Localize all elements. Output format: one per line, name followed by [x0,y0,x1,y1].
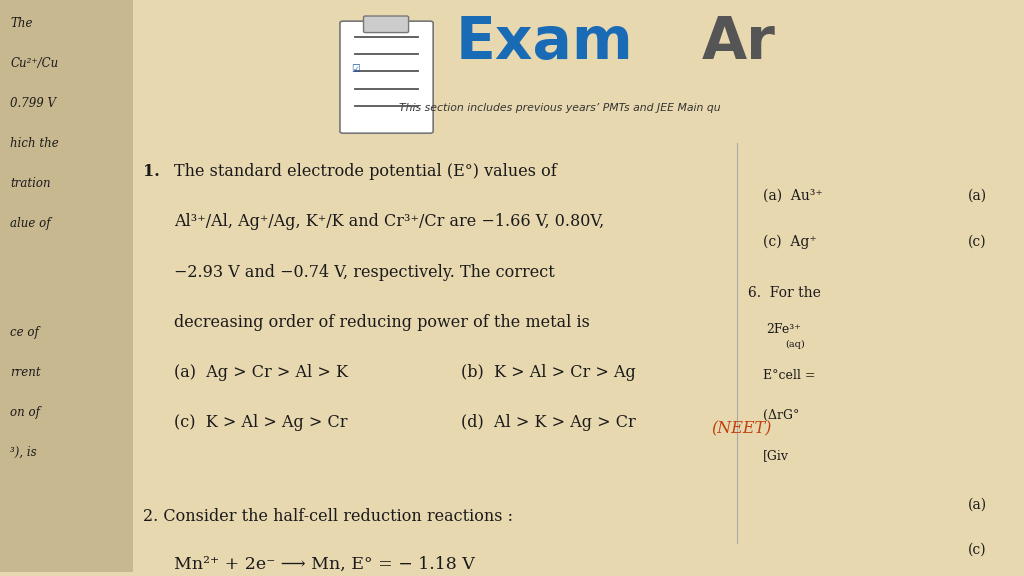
Text: (a): (a) [968,497,987,511]
Text: (c)  Ag⁺: (c) Ag⁺ [763,234,816,249]
Text: 1.: 1. [143,163,160,180]
Text: on of: on of [10,406,40,419]
Text: (a)  Au³⁺: (a) Au³⁺ [763,189,822,203]
Text: tration: tration [10,177,51,190]
Text: ce of: ce of [10,326,39,339]
Text: (d)  Al > K > Ag > Cr: (d) Al > K > Ag > Cr [461,415,636,431]
Text: (c): (c) [968,234,986,248]
Text: (NEET): (NEET) [712,420,772,437]
Text: This section includes previous years’ PMTs and JEE Main qu: This section includes previous years’ PM… [399,103,721,113]
FancyBboxPatch shape [340,21,433,133]
Text: decreasing order of reducing power of the metal is: decreasing order of reducing power of th… [174,314,590,331]
FancyBboxPatch shape [364,16,409,33]
Text: rrent: rrent [10,366,41,379]
Text: (c): (c) [968,543,986,557]
Text: 2. Consider the half-cell reduction reactions :: 2. Consider the half-cell reduction reac… [143,507,513,525]
Text: The: The [10,17,33,30]
Bar [0,0,133,572]
Text: (ΔrG°: (ΔrG° [763,409,800,422]
Text: Cu²⁺/Cu: Cu²⁺/Cu [10,57,58,70]
Text: E°cell =: E°cell = [763,369,815,382]
Text: hich the: hich the [10,137,59,150]
Text: (c)  K > Al > Ag > Cr: (c) K > Al > Ag > Cr [174,415,347,431]
Text: (b)  K > Al > Cr > Ag: (b) K > Al > Cr > Ag [461,364,636,381]
Text: 2Fe³⁺: 2Fe³⁺ [766,323,801,336]
Text: Exam: Exam [456,14,634,71]
Text: (a)  Ag > Cr > Al > K: (a) Ag > Cr > Al > K [174,364,348,381]
Text: −2.93 V and −0.74 V, respectively. The correct: −2.93 V and −0.74 V, respectively. The c… [174,264,555,281]
Text: alue of: alue of [10,217,51,230]
Text: The standard electrode potential (E°) values of: The standard electrode potential (E°) va… [174,163,557,180]
Text: Al³⁺/Al, Ag⁺/Ag, K⁺/K and Cr³⁺/Cr are −1.66 V, 0.80V,: Al³⁺/Al, Ag⁺/Ag, K⁺/K and Cr³⁺/Cr are −1… [174,213,604,230]
Text: ³), is: ³), is [10,446,37,459]
Text: [Giv: [Giv [763,449,788,462]
Text: Mn²⁺ + 2e⁻ ⟶ Mn, E° = − 1.18 V: Mn²⁺ + 2e⁻ ⟶ Mn, E° = − 1.18 V [174,555,475,573]
Text: (aq): (aq) [785,340,805,349]
Text: 0.799 V: 0.799 V [10,97,56,110]
Text: (a): (a) [968,189,987,203]
Text: ☑: ☑ [351,63,360,74]
Text: Ar: Ar [701,14,775,71]
Text: 6.  For the: 6. For the [748,286,820,300]
